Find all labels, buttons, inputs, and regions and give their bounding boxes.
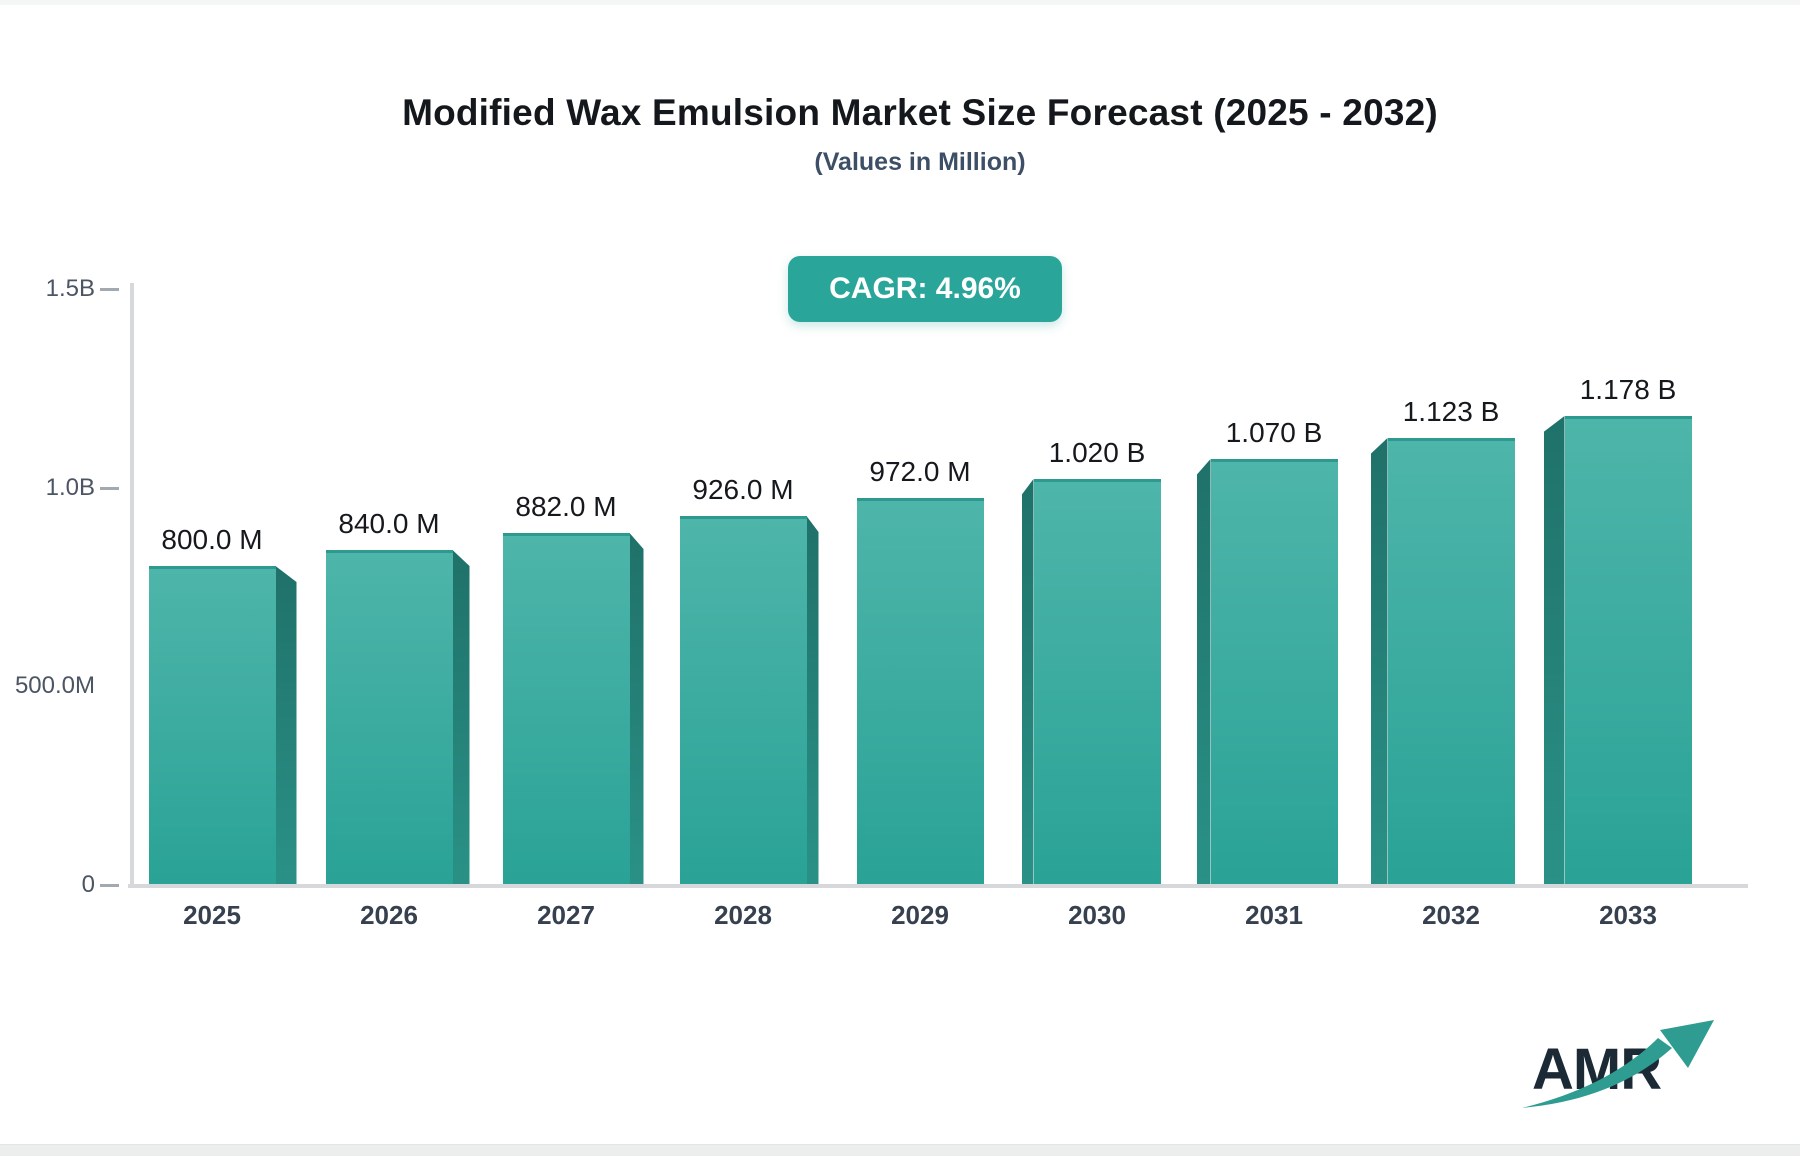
bar-value-label: 882.0 M [515, 491, 617, 522]
bar-value-label: 1.020 B [1048, 437, 1146, 468]
y-axis-tick-label: 500.0M [14, 672, 95, 699]
bar-3d-side [452, 550, 470, 884]
bar-2028[interactable] [679, 516, 807, 884]
x-axis-label-2030: 2030 [1068, 900, 1126, 930]
x-axis-label-2026: 2026 [360, 900, 418, 930]
bar-3d-side [1196, 459, 1211, 884]
bar-2032[interactable] [1387, 438, 1515, 884]
bar-value-label: 926.0 M [692, 474, 794, 505]
bar-value-label: 972.0 M [869, 456, 971, 487]
brand-arrow-icon [1522, 1020, 1714, 1108]
bar-3d-side [1021, 479, 1034, 884]
y-axis-line [130, 283, 134, 888]
page-bottom-strip [0, 1144, 1800, 1156]
chart-subtitle: (Values in Million) [814, 148, 1026, 176]
x-axis-baseline [128, 884, 1748, 888]
bar-value-label: 1.178 B [1579, 374, 1677, 405]
x-axis-label-2027: 2027 [537, 900, 595, 930]
y-axis-tick-label: 0 [81, 871, 95, 898]
bar-2033[interactable] [1564, 416, 1692, 884]
x-axis-label-2025: 2025 [183, 900, 241, 930]
bar-3d-side [1370, 438, 1388, 884]
x-axis-label-2033: 2033 [1599, 900, 1657, 930]
bar-3d-side [629, 533, 644, 884]
x-axis-label-2029: 2029 [891, 900, 949, 930]
bar-3d-side [275, 566, 297, 884]
y-axis-tick-mark [100, 884, 119, 887]
bar-2029[interactable] [856, 498, 984, 884]
bar-2031[interactable] [1210, 459, 1338, 884]
bar-2025[interactable] [148, 566, 276, 884]
x-axis-label-2032: 2032 [1422, 900, 1480, 930]
bar-3d-side [1543, 416, 1565, 884]
bar-3d-side [806, 516, 819, 884]
y-axis-tick-label: 1.5B [45, 275, 95, 302]
bar-value-label: 800.0 M [161, 524, 263, 555]
bar-2027[interactable] [502, 533, 630, 884]
bar-value-label: 1.070 B [1225, 417, 1323, 448]
cagr-badge: CAGR: 4.96% [788, 256, 1062, 322]
page-top-strip [0, 0, 1800, 5]
x-axis-label-2031: 2031 [1245, 900, 1303, 930]
brand-logo: AMR [1500, 1012, 1730, 1122]
x-axis-label-2028: 2028 [714, 900, 772, 930]
chart-title: Modified Wax Emulsion Market Size Foreca… [402, 92, 1438, 133]
y-axis-tick-label: 1.0B [45, 474, 95, 501]
y-axis-tick-mark [100, 487, 119, 490]
bar-2030[interactable] [1033, 479, 1161, 884]
bar-2026[interactable] [325, 550, 453, 884]
y-axis-tick-mark [100, 288, 119, 291]
bar-value-label: 840.0 M [338, 508, 440, 539]
bar-value-label: 1.123 B [1402, 396, 1500, 427]
